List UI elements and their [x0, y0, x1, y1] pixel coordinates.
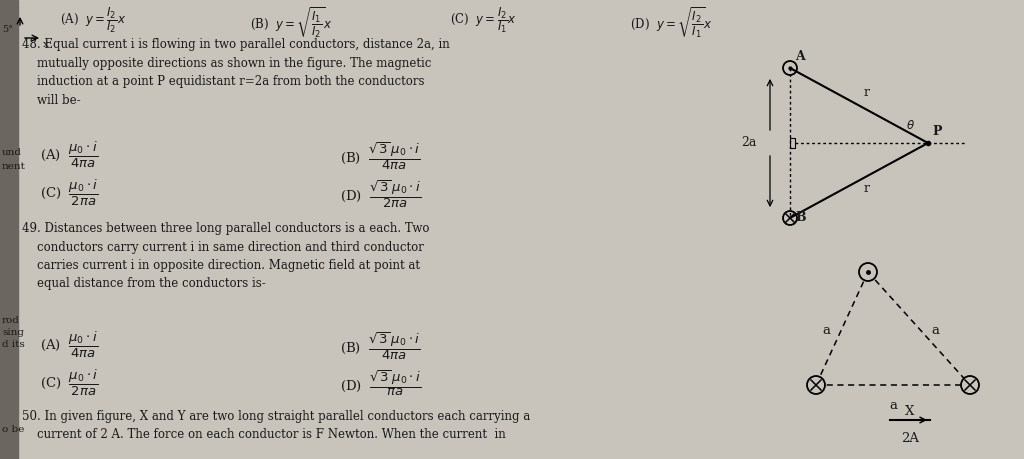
Bar	[790, 138, 795, 148]
Text: (C)  $\dfrac{\mu_0 \cdot i}{2\pi a}$: (C) $\dfrac{\mu_0 \cdot i}{2\pi a}$	[40, 178, 98, 208]
Text: 48. Equal current i is flowing in two parallel conductors, distance 2a, in
    m: 48. Equal current i is flowing in two pa…	[22, 38, 450, 106]
Text: B: B	[795, 211, 806, 224]
Text: A: A	[795, 50, 805, 63]
Text: (D)  $y = \sqrt{\dfrac{I_2}{I_1}}x$: (D) $y = \sqrt{\dfrac{I_2}{I_1}}x$	[630, 5, 713, 39]
Text: 5°: 5°	[2, 25, 13, 34]
Text: nent: nent	[2, 162, 26, 171]
Bar	[0, 0, 18, 459]
Text: 2a: 2a	[741, 136, 757, 150]
Text: (B)  $y = \sqrt{\dfrac{I_1}{I_2}}x$: (B) $y = \sqrt{\dfrac{I_1}{I_2}}x$	[250, 5, 332, 39]
Text: x: x	[43, 40, 49, 49]
Text: 2A: 2A	[901, 432, 919, 445]
Text: (B)  $\dfrac{\sqrt{3}\,\mu_0 \cdot i}{4\pi a}$: (B) $\dfrac{\sqrt{3}\,\mu_0 \cdot i}{4\p…	[340, 140, 421, 172]
Circle shape	[807, 376, 825, 394]
Circle shape	[961, 376, 979, 394]
Text: (D)  $\dfrac{\sqrt{3}\,\mu_0 \cdot i}{\pi a}$: (D) $\dfrac{\sqrt{3}\,\mu_0 \cdot i}{\pi…	[340, 368, 422, 398]
Text: (A)  $\dfrac{\mu_0 \cdot i}{4\pi a}$: (A) $\dfrac{\mu_0 \cdot i}{4\pi a}$	[40, 140, 98, 170]
Text: 50. In given figure, X and Y are two long straight parallel conductors each carr: 50. In given figure, X and Y are two lon…	[22, 410, 530, 442]
Text: a: a	[931, 324, 939, 336]
Text: 49. Distances between three long parallel conductors is a each. Two
    conducto: 49. Distances between three long paralle…	[22, 222, 429, 291]
Text: (B)  $\dfrac{\sqrt{3}\,\mu_0 \cdot i}{4\pi a}$: (B) $\dfrac{\sqrt{3}\,\mu_0 \cdot i}{4\p…	[340, 330, 421, 362]
Text: a: a	[822, 324, 830, 336]
Text: rod: rod	[2, 316, 19, 325]
Text: (A)  $y = \dfrac{I_2}{I_2}x$: (A) $y = \dfrac{I_2}{I_2}x$	[60, 5, 126, 35]
Circle shape	[859, 263, 877, 281]
Text: a: a	[889, 399, 897, 412]
Text: (C)  $y = \dfrac{I_2}{I_1}x$: (C) $y = \dfrac{I_2}{I_1}x$	[450, 5, 516, 35]
Text: r: r	[864, 86, 870, 99]
Text: o be: o be	[2, 425, 25, 434]
Text: und: und	[2, 148, 22, 157]
Text: (D)  $\dfrac{\sqrt{3}\,\mu_0 \cdot i}{2\pi a}$: (D) $\dfrac{\sqrt{3}\,\mu_0 \cdot i}{2\p…	[340, 178, 422, 210]
Text: (A)  $\dfrac{\mu_0 \cdot i}{4\pi a}$: (A) $\dfrac{\mu_0 \cdot i}{4\pi a}$	[40, 330, 98, 360]
Text: sing: sing	[2, 328, 24, 337]
Text: r: r	[864, 182, 870, 195]
Text: (C)  $\dfrac{\mu_0 \cdot i}{2\pi a}$: (C) $\dfrac{\mu_0 \cdot i}{2\pi a}$	[40, 368, 98, 398]
Text: X: X	[905, 405, 914, 418]
Text: P: P	[932, 125, 941, 138]
Text: $\theta$: $\theta$	[906, 119, 915, 132]
Text: d its: d its	[2, 340, 25, 349]
